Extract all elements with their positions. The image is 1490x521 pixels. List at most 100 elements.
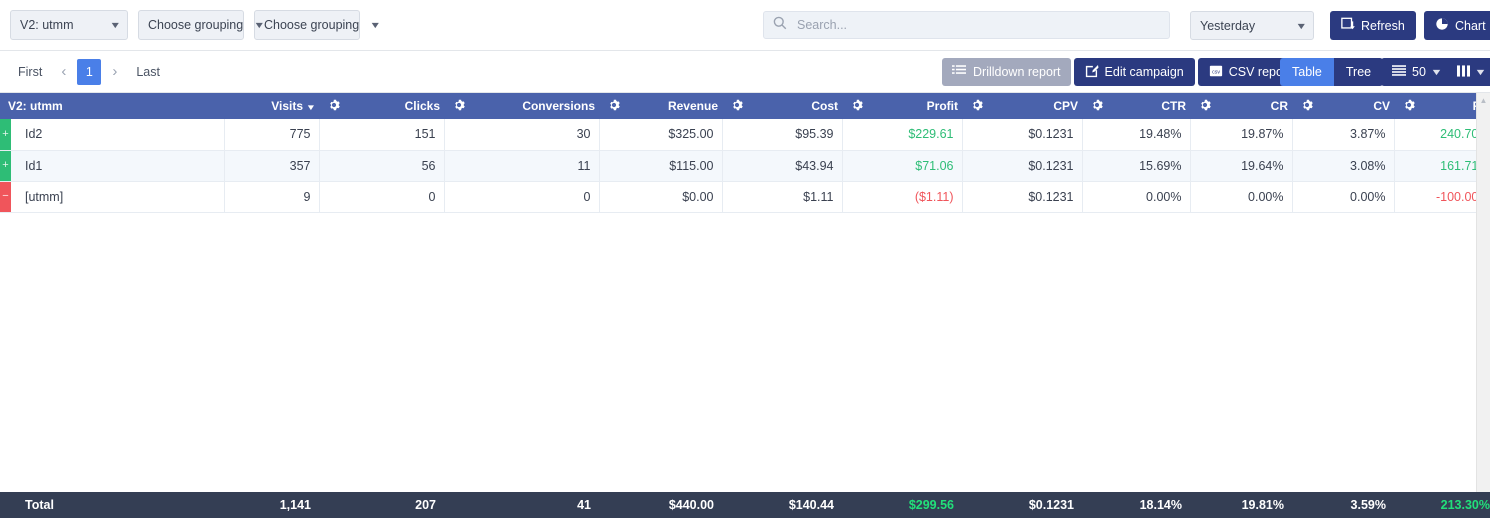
total-cv: 3.59%: [1322, 490, 1394, 521]
tree-view-button[interactable]: Tree: [1334, 58, 1383, 86]
column-header-cr[interactable]: CR: [1220, 93, 1292, 119]
search-box[interactable]: [763, 11, 1170, 39]
cell-spacer: [1190, 150, 1220, 181]
column-settings-revenue[interactable]: [722, 93, 752, 119]
cell-spacer: [444, 181, 474, 212]
first-page-button[interactable]: First: [10, 65, 50, 79]
grouping-third-select[interactable]: Choose grouping ▼: [254, 10, 360, 40]
chart-label: Chart: [1455, 19, 1486, 33]
cell-ctr: 19.48%: [1112, 119, 1190, 150]
column-settings-cr[interactable]: [1292, 93, 1322, 119]
edit-pencil-icon: [1085, 64, 1099, 81]
gear-icon: [608, 99, 620, 114]
chevron-down-icon: ▼: [96, 20, 122, 30]
scroll-up-icon[interactable]: ▲: [1477, 93, 1490, 105]
row-name[interactable]: Id2: [11, 119, 224, 150]
row-status-indicator: +: [0, 119, 11, 150]
cell-spacer: [1394, 181, 1424, 212]
column-header-visits[interactable]: Visits▼: [224, 93, 319, 119]
cell-profit: $71.06: [872, 150, 962, 181]
cell-spacer: [319, 150, 349, 181]
column-settings-cpv[interactable]: [1082, 93, 1112, 119]
column-settings-conversions[interactable]: [599, 93, 629, 119]
csv-file-icon: csv: [1209, 64, 1223, 81]
total-ctr: 18.14%: [1112, 490, 1190, 521]
column-header-conversions[interactable]: Conversions: [474, 93, 599, 119]
column-settings-profit[interactable]: [962, 93, 992, 119]
cell-cv: 3.87%: [1322, 119, 1394, 150]
column-header-clicks[interactable]: Clicks: [349, 93, 444, 119]
chevron-down-icon: ▼: [356, 20, 382, 30]
gear-icon: [1301, 99, 1313, 114]
cell-cost: $1.11: [752, 181, 842, 212]
drilldown-report-button[interactable]: Drilldown report: [942, 58, 1071, 86]
report-table-area: V2: utmm Visits▼ Clicks Conversions Reve…: [0, 93, 1490, 492]
grouping-second-select[interactable]: Choose grouping ▼: [138, 10, 244, 40]
page-number-button[interactable]: 1: [77, 59, 101, 85]
columns-select[interactable]: ▼: [1446, 58, 1490, 86]
last-page-button[interactable]: Last: [128, 65, 168, 79]
column-header-group[interactable]: V2: utmm: [0, 93, 224, 119]
grouping-primary-select[interactable]: V2: utmm ▼: [10, 10, 128, 40]
search-icon: [773, 16, 787, 35]
cell-spacer: [319, 119, 349, 150]
cell-spacer: [1292, 181, 1322, 212]
period-select[interactable]: Yesterday ▼: [1190, 11, 1314, 40]
column-settings-cv[interactable]: [1394, 93, 1424, 119]
search-input[interactable]: [795, 12, 1160, 38]
grouping-second-label: Choose grouping: [148, 18, 243, 32]
total-roi: 213.30%: [1424, 490, 1490, 521]
cell-spacer: [1190, 119, 1220, 150]
cell-spacer: [962, 150, 992, 181]
refresh-icon: [1341, 17, 1355, 34]
table-view-button[interactable]: Table: [1280, 58, 1334, 86]
column-header-cpv[interactable]: CPV: [992, 93, 1082, 119]
cell-cr: 19.64%: [1220, 150, 1292, 181]
edit-campaign-button[interactable]: Edit campaign: [1074, 58, 1195, 86]
row-name[interactable]: Id1: [11, 150, 224, 181]
column-header-cv[interactable]: CV: [1322, 93, 1394, 119]
column-header-ctr[interactable]: CTR: [1112, 93, 1190, 119]
cell-spacer: [1082, 181, 1112, 212]
total-profit: $299.56: [872, 490, 962, 521]
cell-ctr: 15.69%: [1112, 150, 1190, 181]
edit-campaign-label: Edit campaign: [1105, 65, 1184, 79]
chart-button[interactable]: Chart: [1424, 11, 1490, 40]
view-mode-group: Table Tree: [1280, 58, 1383, 86]
rows-per-page-select[interactable]: 50 ▼: [1381, 58, 1452, 86]
cell-spacer: [1394, 150, 1424, 181]
status-up-icon: +: [0, 151, 11, 181]
column-settings-clicks[interactable]: [444, 93, 474, 119]
grouping-primary-label: V2: utmm: [20, 18, 74, 32]
pagination: First ‹ 1 › Last: [10, 59, 168, 85]
prev-page-icon[interactable]: ‹: [52, 64, 75, 79]
cell-cost: $95.39: [752, 119, 842, 150]
row-name[interactable]: [utmm]: [11, 181, 224, 212]
cell-cpv: $0.1231: [992, 181, 1082, 212]
total-conversions: 41: [474, 490, 599, 521]
column-header-profit[interactable]: Profit: [872, 93, 962, 119]
next-page-icon[interactable]: ›: [103, 64, 126, 79]
cell-cr: 0.00%: [1220, 181, 1292, 212]
drilldown-report-label: Drilldown report: [973, 65, 1061, 79]
total-row: Total 1,141 207 41 $440.00 $140.44 $299.…: [0, 492, 1490, 518]
cell-spacer: [1292, 150, 1322, 181]
pie-chart-icon: [1435, 17, 1449, 34]
column-settings-cost[interactable]: [842, 93, 872, 119]
cell-spacer: [842, 150, 872, 181]
cell-spacer: [319, 181, 349, 212]
gear-icon: [731, 99, 743, 114]
column-settings-visits[interactable]: [319, 93, 349, 119]
top-toolbar: V2: utmm ▼ Choose grouping ▼ Choose grou…: [0, 0, 1490, 51]
gear-icon: [971, 99, 983, 114]
vertical-scrollbar[interactable]: ▲: [1476, 93, 1490, 492]
sort-desc-icon: ▼: [306, 103, 316, 112]
refresh-button[interactable]: Refresh: [1330, 11, 1416, 40]
column-header-revenue[interactable]: Revenue: [629, 93, 722, 119]
column-header-cost[interactable]: Cost: [752, 93, 842, 119]
column-settings-ctr[interactable]: [1190, 93, 1220, 119]
